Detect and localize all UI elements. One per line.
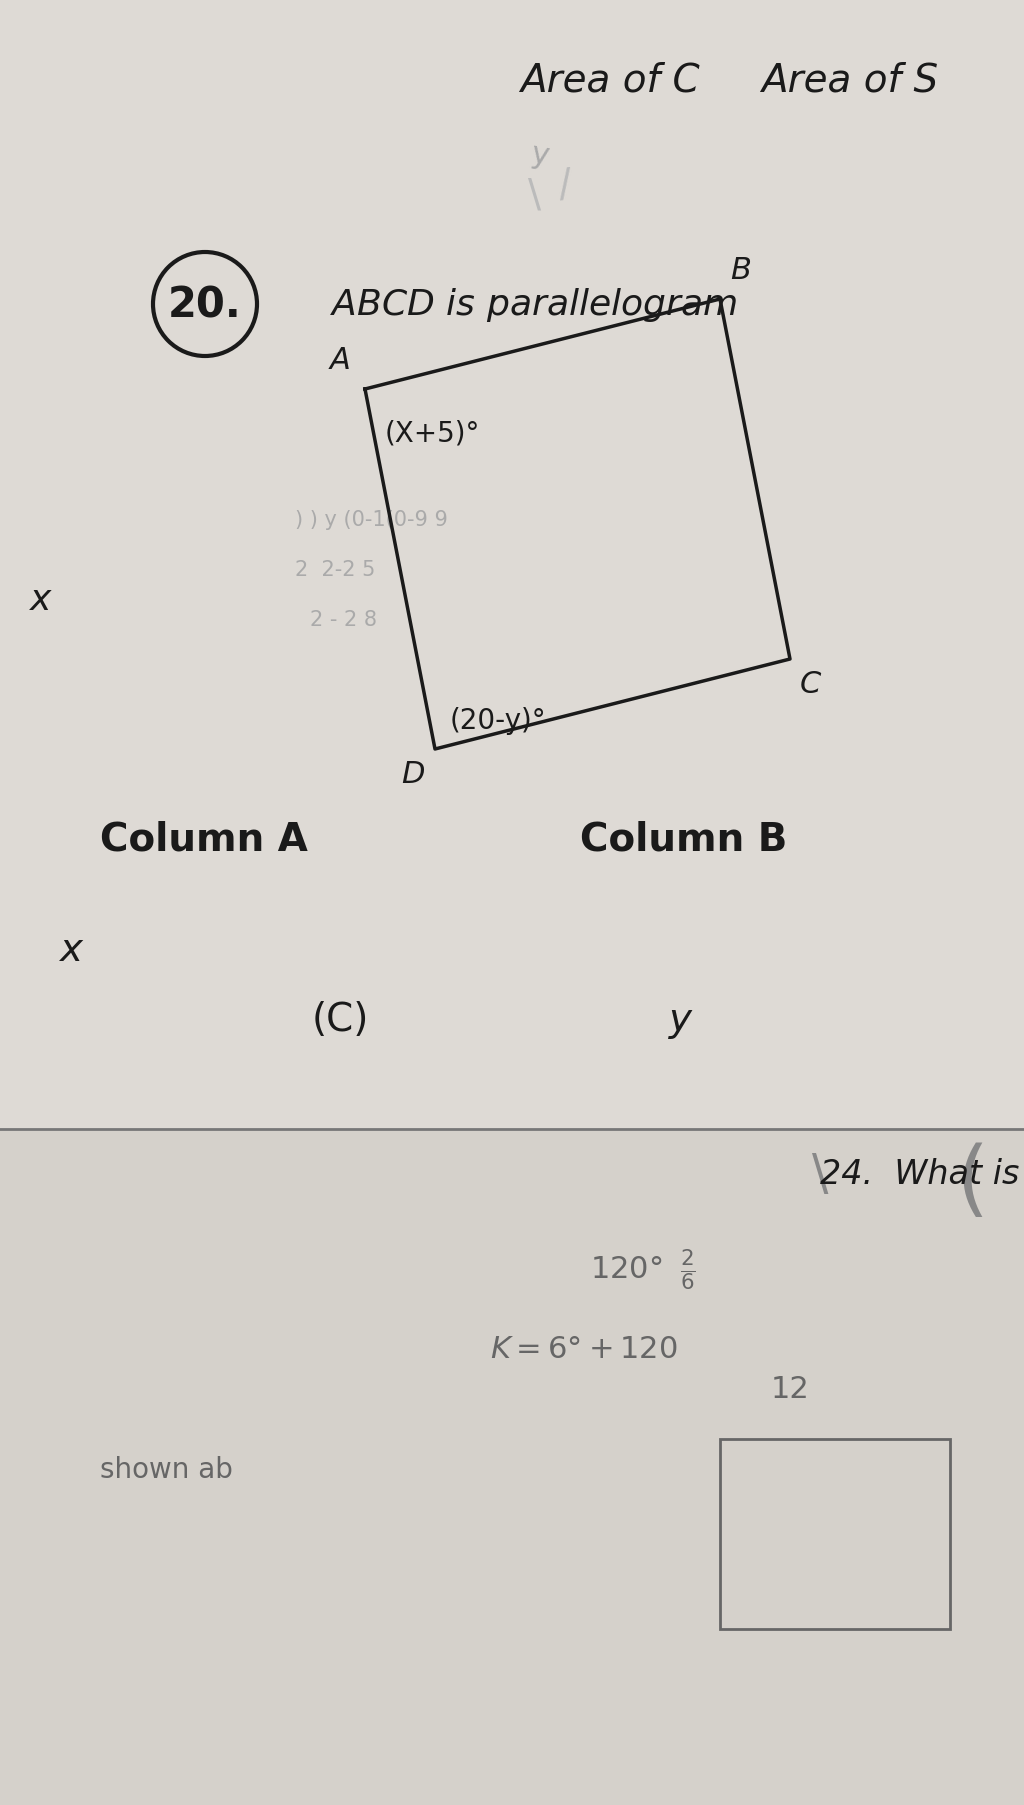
Text: $120°$: $120°$ <box>590 1254 663 1283</box>
Text: C: C <box>800 670 821 699</box>
Text: 20.: 20. <box>168 283 242 327</box>
Text: y: y <box>528 139 551 171</box>
Text: 2  2-2 5: 2 2-2 5 <box>295 560 376 579</box>
Text: \: \ <box>528 175 542 213</box>
Text: (C): (C) <box>311 1000 369 1038</box>
Text: x: x <box>60 931 83 969</box>
Text: 24.  What is: 24. What is <box>820 1157 1019 1191</box>
Text: Area of C: Area of C <box>520 61 699 99</box>
Text: (20-y)°: (20-y)° <box>450 706 547 735</box>
Text: $K=6° + 120$: $K=6° + 120$ <box>490 1334 678 1365</box>
Text: ): ) <box>944 1134 976 1215</box>
Text: Column B: Column B <box>580 821 787 859</box>
Text: \: \ <box>812 1150 828 1199</box>
FancyBboxPatch shape <box>0 1130 1024 1805</box>
Text: Column A: Column A <box>100 821 308 859</box>
Text: $\frac{2}{6}$: $\frac{2}{6}$ <box>680 1247 695 1292</box>
Text: y: y <box>669 1000 691 1038</box>
Text: 12: 12 <box>771 1375 809 1404</box>
Text: D: D <box>401 760 425 789</box>
Text: ) ) y (0-1(0-9 9: ) ) y (0-1(0-9 9 <box>295 509 447 529</box>
Text: /: / <box>557 166 573 204</box>
Text: B: B <box>730 256 751 285</box>
FancyBboxPatch shape <box>0 0 1024 1130</box>
Text: 2 - 2 8: 2 - 2 8 <box>310 610 377 630</box>
Text: Area of S: Area of S <box>762 61 939 99</box>
Text: $ABCD$ is parallelogram: $ABCD$ is parallelogram <box>330 285 737 323</box>
Text: shown ab: shown ab <box>100 1455 232 1484</box>
Text: x: x <box>30 583 51 617</box>
Text: (X+5)°: (X+5)° <box>385 421 480 448</box>
Text: A: A <box>329 347 350 375</box>
